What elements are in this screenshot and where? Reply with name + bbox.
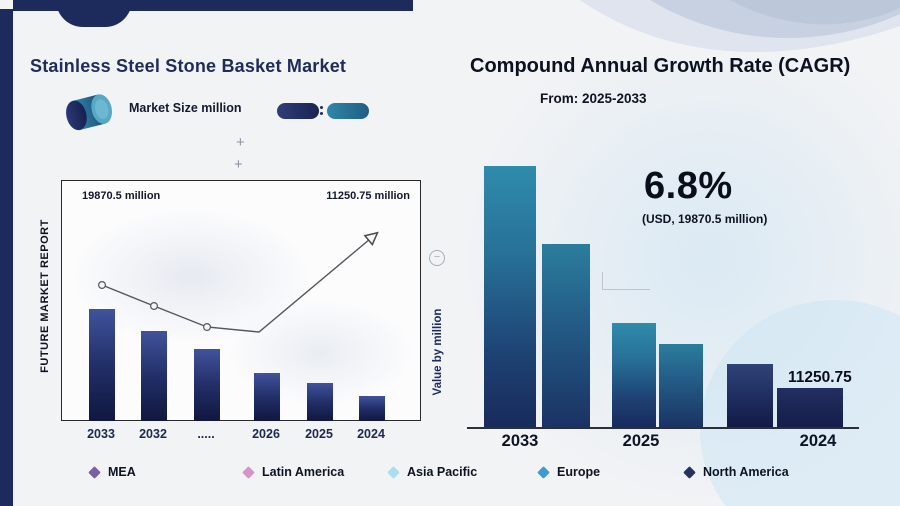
legend-item-north-america: North America bbox=[683, 465, 789, 479]
cagr-x-label: 2024 bbox=[799, 432, 837, 450]
legend-label: North America bbox=[703, 465, 789, 479]
cagr-bar bbox=[484, 166, 536, 428]
market-size-bar bbox=[359, 396, 385, 421]
market-size-x-label: 2026 bbox=[252, 427, 280, 441]
cagr-bar bbox=[727, 364, 773, 428]
plus-icon: + bbox=[234, 156, 243, 173]
cagr-subtitle: From: 2025-2033 bbox=[540, 91, 647, 106]
legend-label: Latin America bbox=[262, 465, 345, 479]
plus-icon: + bbox=[236, 134, 245, 151]
circle-minus-icon: − bbox=[429, 250, 445, 266]
market-size-cylinder-icon bbox=[66, 94, 113, 131]
corner-arcs-decoration bbox=[580, 0, 900, 53]
market-size-x-label: 2033 bbox=[87, 427, 115, 441]
bracket-decoration bbox=[602, 272, 650, 290]
top-bar-decoration bbox=[13, 0, 413, 11]
legend-pill-teal bbox=[327, 103, 369, 119]
region-legend: MEA Latin America Asia Pacific Europe North … bbox=[0, 465, 900, 491]
market-size-bar bbox=[194, 349, 220, 421]
cagr-x-label: 2025 bbox=[622, 432, 660, 450]
cagr-title: Compound Annual Growth Rate (CAGR) bbox=[470, 55, 851, 77]
legend-label: Asia Pacific bbox=[407, 465, 478, 479]
market-size-bar bbox=[254, 373, 280, 421]
legend-item-latin-america: Latin America bbox=[242, 465, 345, 479]
market-size-x-label: 2025 bbox=[305, 427, 333, 441]
market-size-bar bbox=[89, 309, 115, 421]
legend-label: Europe bbox=[557, 465, 601, 479]
cagr-bar bbox=[542, 244, 590, 428]
left-chart-x-axis: 2033 2032..... 2026 2025 2024 bbox=[61, 427, 421, 445]
pill-separator-dot bbox=[320, 106, 323, 109]
trend-marker-icon bbox=[149, 301, 158, 310]
cagr-value-annotation: 11250.75 bbox=[788, 369, 852, 386]
market-size-legend-label: Market Size million bbox=[129, 101, 242, 115]
diamond-swatch-icon bbox=[242, 465, 255, 479]
market-size-x-label: 2024 bbox=[357, 427, 385, 441]
market-title: Stainless Steel Stone Basket Market bbox=[30, 56, 347, 76]
market-size-chart: 19870.5 million 11250.75 million bbox=[61, 180, 421, 421]
legend-label: MEA bbox=[108, 465, 136, 479]
cagr-x-label: 2033 bbox=[501, 432, 539, 450]
diamond-swatch-icon bbox=[88, 465, 101, 479]
cagr-bar bbox=[659, 344, 703, 428]
market-size-bar bbox=[307, 383, 333, 421]
legend-item-mea: MEA bbox=[88, 465, 136, 479]
top-hump-decoration bbox=[56, 0, 132, 27]
left-edge-strip-decoration bbox=[0, 9, 13, 506]
legend-item-asia-pacific: Asia Pacific bbox=[387, 465, 478, 479]
market-size-bar bbox=[141, 331, 167, 421]
cagr-bar bbox=[777, 388, 843, 428]
diamond-swatch-icon bbox=[387, 465, 400, 479]
legend-pill-navy bbox=[277, 103, 319, 119]
cagr-bar bbox=[612, 323, 656, 428]
value-annotation-2033: 19870.5 million bbox=[82, 190, 161, 202]
cagr-x-axis-line bbox=[467, 427, 859, 429]
diamond-swatch-icon bbox=[537, 465, 550, 479]
market-size-plot bbox=[89, 231, 385, 421]
legend-item-europe: Europe bbox=[537, 465, 601, 479]
cagr-x-axis: 2033 2025 2024 bbox=[0, 432, 900, 454]
cagr-y-axis-label: Value by million bbox=[432, 308, 444, 396]
value-annotation-2024: 11250.75 million bbox=[326, 190, 410, 202]
market-size-x-label: ..... bbox=[197, 427, 215, 441]
trend-marker-icon bbox=[97, 280, 106, 289]
cagr-percentage: 6.8% bbox=[644, 165, 733, 207]
cagr-usd-note: (USD, 19870.5 million) bbox=[642, 212, 768, 226]
pill-separator-dot bbox=[320, 112, 323, 115]
diamond-swatch-icon bbox=[683, 465, 696, 479]
market-size-x-label: 2032 bbox=[139, 427, 167, 441]
trend-marker-icon bbox=[203, 323, 212, 332]
